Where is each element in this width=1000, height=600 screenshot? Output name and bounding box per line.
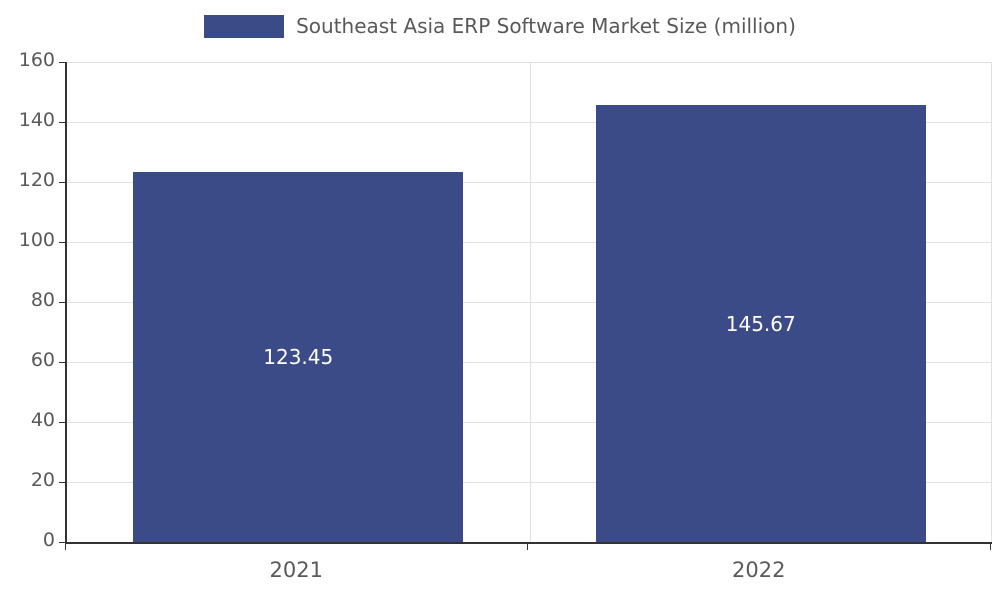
legend-swatch [204,14,285,38]
y-axis-tick-marks [59,62,65,543]
y-tick-label: 100 [18,229,55,251]
x-tick-label-2022: 2022 [732,558,786,582]
bar-cell-2021: 123.45 [67,62,530,542]
y-tick-label: 20 [30,469,55,491]
y-tick-label: 80 [30,289,55,311]
y-tick-label: 0 [42,529,55,551]
y-tick-label: 140 [18,109,55,131]
x-axis-tick-mark [527,544,528,550]
bars-row: 123.45 145.67 [67,62,992,542]
y-tick-label: 60 [30,349,55,371]
x-axis-labels: 2021 2022 [65,558,990,582]
bar-cell-2022: 145.67 [530,62,993,542]
x-tick-label-2021: 2021 [269,558,323,582]
vertical-gridline [529,62,531,542]
y-tick-label: 120 [18,169,55,191]
bar-value-label-2022: 145.67 [725,311,796,336]
x-axis-tick-mark [65,544,66,550]
bar-2021[interactable]: 123.45 [133,171,464,542]
legend-label: Southeast Asia ERP Software Market Size … [296,14,796,38]
plot-area: 123.45 145.67 [65,62,992,544]
bar-value-label-2021: 123.45 [263,344,334,369]
y-tick-label: 40 [30,409,55,431]
y-tick-label: 160 [18,49,55,71]
bar-2022[interactable]: 145.67 [595,105,926,542]
legend: Southeast Asia ERP Software Market Size … [0,14,1000,38]
x-axis-tick-mark [990,544,991,550]
vertical-gridline [991,62,992,542]
